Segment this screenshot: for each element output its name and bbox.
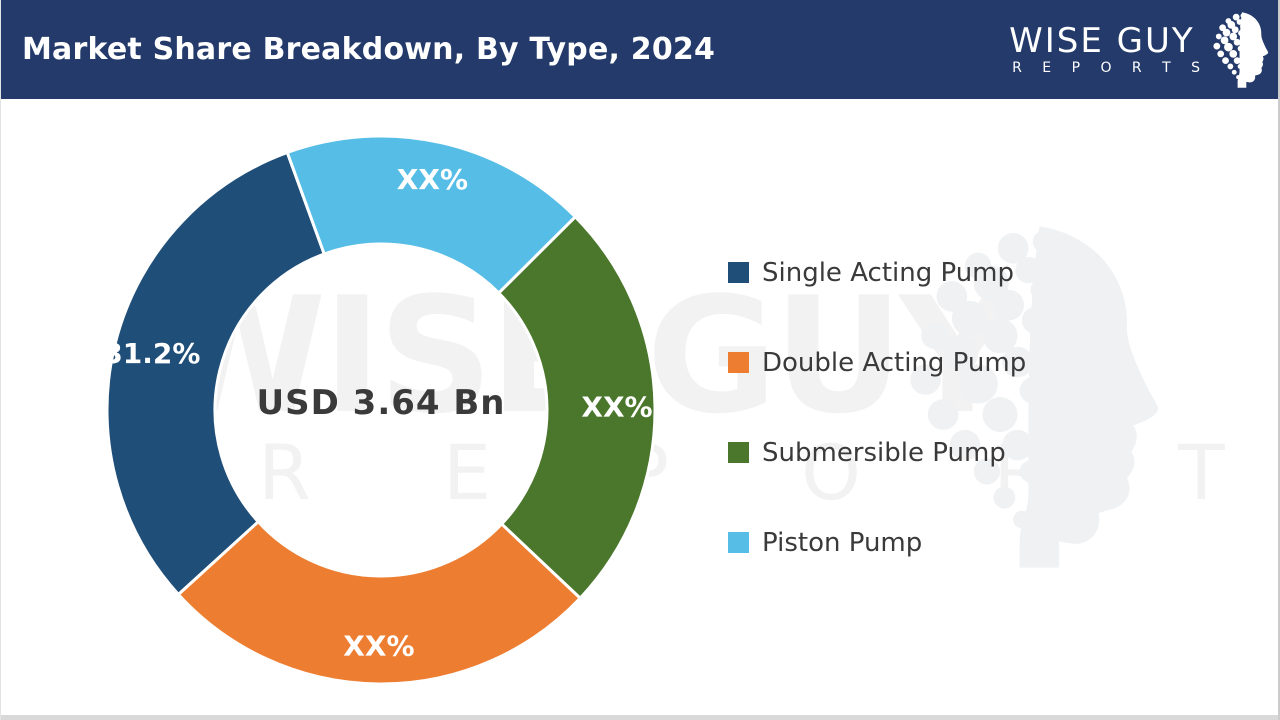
legend-item-piston-pump: Piston Pump bbox=[728, 522, 1026, 563]
legend-swatch bbox=[728, 352, 749, 373]
legend-swatch bbox=[728, 532, 749, 553]
logo-text: WISE GUY R E P O R T S bbox=[1009, 20, 1208, 77]
logo-wordmark: WISE GUY bbox=[1009, 20, 1195, 61]
legend-item-submersible-pump: Submersible Pump bbox=[728, 432, 1026, 473]
legend-swatch bbox=[728, 442, 749, 463]
legend-label: Double Acting Pump bbox=[762, 347, 1027, 378]
donut-segment-single-acting-pump bbox=[105, 151, 326, 596]
header-bar: Market Share Breakdown, By Type, 2024 WI… bbox=[0, 0, 1280, 99]
legend: Single Acting Pump Double Acting Pump Su… bbox=[728, 252, 1026, 563]
page-title: Market Share Breakdown, By Type, 2024 bbox=[22, 32, 716, 67]
segment-label: XX% bbox=[343, 630, 414, 663]
donut-segment-double-acting-pump bbox=[176, 520, 582, 686]
donut-segment-piston-pump bbox=[285, 134, 577, 295]
legend-item-single-acting-pump: Single Acting Pump bbox=[728, 252, 1026, 293]
logo-face-icon bbox=[1213, 12, 1269, 88]
wise-guy-reports-logo: WISE GUY R E P O R T S bbox=[1009, 4, 1270, 96]
bottom-divider bbox=[0, 715, 1280, 720]
chart-center-value: USD 3.64 Bn bbox=[256, 383, 506, 423]
segment-label: 31.2% bbox=[103, 337, 200, 370]
legend-label: Submersible Pump bbox=[762, 437, 1006, 468]
legend-swatch bbox=[728, 262, 749, 283]
legend-label: Single Acting Pump bbox=[762, 257, 1015, 288]
donut-segment-submersible-pump bbox=[497, 215, 657, 600]
segment-label: XX% bbox=[581, 391, 652, 424]
legend-item-double-acting-pump: Double Acting Pump bbox=[728, 342, 1026, 383]
legend-label: Piston Pump bbox=[762, 527, 923, 558]
segment-label: XX% bbox=[397, 163, 468, 196]
logo-subtitle: R E P O R T S bbox=[1012, 60, 1208, 77]
